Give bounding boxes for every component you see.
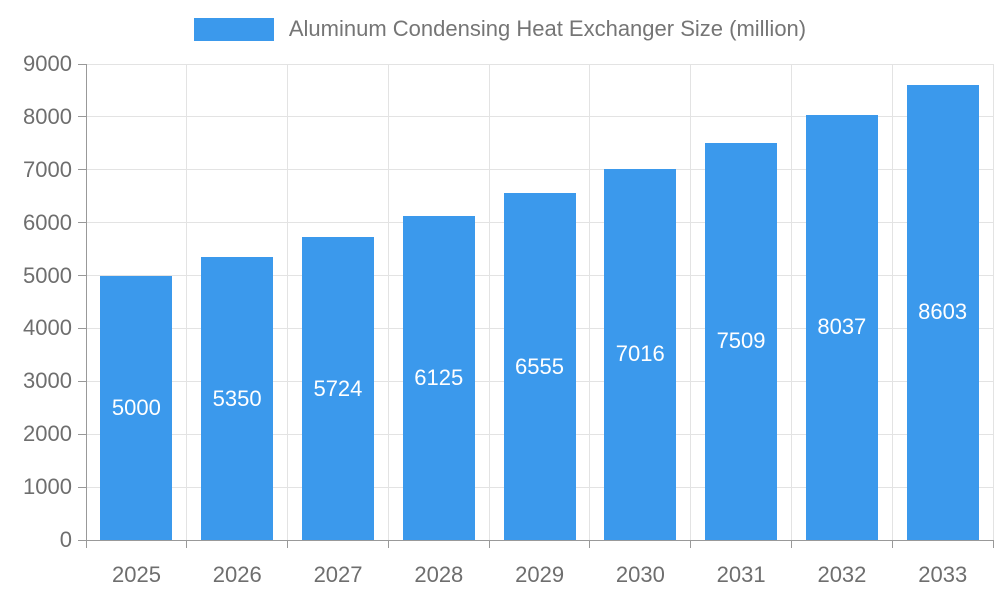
x-axis-tick (186, 540, 188, 548)
grid-line-vertical (690, 64, 692, 540)
x-axis-tick (287, 540, 289, 548)
bar[interactable]: 7016 (604, 168, 677, 540)
grid-line-horizontal (86, 116, 993, 118)
x-axis-tick (992, 540, 994, 548)
bar-value-label: 5724 (313, 375, 363, 401)
y-axis-line (85, 64, 87, 548)
bar[interactable]: 6555 (503, 193, 576, 540)
x-axis-tick (387, 540, 389, 548)
y-axis-label: 9000 (23, 51, 72, 76)
bar[interactable]: 5724 (301, 237, 374, 540)
y-axis-label: 2000 (23, 421, 72, 447)
y-axis-label: 6000 (23, 209, 72, 235)
x-axis-label: 2028 (414, 562, 464, 587)
y-axis-label: 8000 (23, 103, 72, 129)
bar-value-label: 5000 (111, 394, 161, 420)
y-axis-tick (78, 63, 86, 65)
x-axis-tick (488, 540, 490, 548)
x-axis-label: 2025 (112, 562, 161, 587)
bar-value-label: 8037 (817, 314, 867, 340)
grid-line-vertical (488, 64, 490, 540)
bar-value-label: 8603 (918, 299, 968, 325)
y-axis-label: 0 (59, 527, 72, 552)
y-axis-label: 7000 (23, 156, 72, 182)
grid-line-vertical (992, 64, 994, 540)
y-axis-tick (78, 327, 86, 329)
bar-value-label: 7509 (716, 328, 766, 354)
bar-value-label: 6125 (414, 365, 464, 391)
bar[interactable]: 6125 (402, 216, 475, 540)
x-axis-tick (790, 540, 792, 548)
grid-line-vertical (891, 64, 893, 540)
grid-line-vertical (387, 64, 389, 540)
y-axis-tick (78, 116, 86, 118)
y-axis-tick (78, 433, 86, 435)
y-axis-tick (78, 486, 86, 488)
x-axis-label: 2030 (615, 562, 665, 587)
y-axis-tick (78, 539, 86, 541)
bar-value-label: 6555 (515, 353, 564, 379)
bar[interactable]: 8603 (906, 84, 979, 540)
x-axis-label: 2027 (313, 562, 363, 587)
x-axis-label: 2033 (918, 562, 968, 587)
y-axis-tick (78, 169, 86, 171)
grid-line-vertical (186, 64, 188, 540)
grid-line-vertical (589, 64, 591, 540)
grid-line-vertical (790, 64, 792, 540)
bar[interactable]: 7509 (705, 142, 778, 540)
y-axis-tick (78, 275, 86, 277)
y-axis-label: 5000 (23, 262, 72, 288)
bar[interactable]: 5350 (201, 257, 274, 540)
legend-label: Aluminum Condensing Heat Exchanger Size … (288, 16, 807, 41)
x-axis-tick (891, 540, 893, 548)
x-axis-tick (589, 540, 591, 548)
x-axis-label: 2032 (817, 562, 867, 587)
x-axis-tick (690, 540, 692, 548)
y-axis-label: 1000 (23, 474, 72, 500)
bar-value-label: 7016 (615, 341, 665, 367)
x-axis-label: 2029 (515, 562, 565, 587)
legend[interactable]: Aluminum Condensing Heat Exchanger Size … (0, 16, 1000, 42)
grid-line-vertical (287, 64, 289, 540)
bar[interactable]: 8037 (805, 114, 878, 540)
y-axis-label: 3000 (23, 368, 72, 394)
grid-line-horizontal (86, 169, 993, 171)
bar-value-label: 5350 (212, 385, 262, 411)
y-axis-label: 4000 (23, 315, 72, 341)
x-axis-label: 2031 (716, 562, 766, 587)
x-axis-line (86, 539, 993, 541)
y-axis-tick (78, 380, 86, 382)
grid-line-horizontal (86, 63, 993, 65)
legend-swatch-icon (193, 17, 274, 41)
y-axis-tick (78, 222, 86, 224)
x-axis-label: 2026 (212, 562, 262, 587)
bar[interactable]: 5000 (100, 275, 173, 540)
